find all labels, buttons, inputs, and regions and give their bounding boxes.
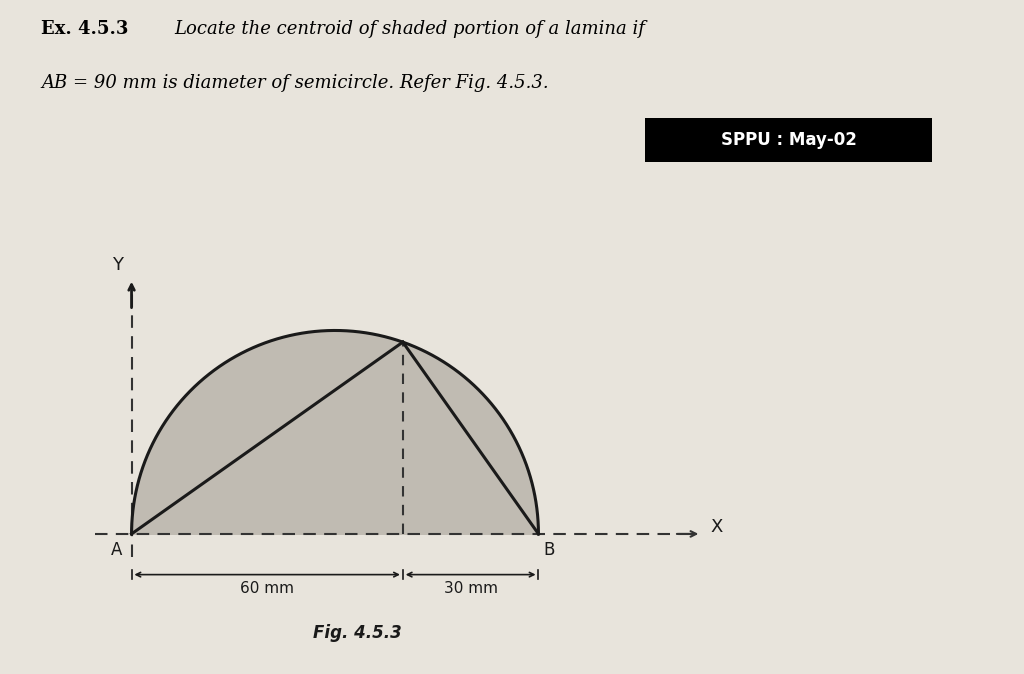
Text: Y: Y [113,256,124,274]
Text: AB = 90 mm is diameter of semicircle. Refer Fig. 4.5.3.: AB = 90 mm is diameter of semicircle. Re… [41,74,549,92]
Text: Ex. 4.5.3: Ex. 4.5.3 [41,20,128,38]
Text: SPPU : May-02: SPPU : May-02 [721,131,856,149]
Text: 60 mm: 60 mm [241,582,294,596]
Text: A: A [112,541,123,559]
Polygon shape [131,330,539,534]
Text: X: X [711,518,723,536]
Text: Locate the centroid of shaded portion of a lamina if: Locate the centroid of shaded portion of… [174,20,645,38]
Text: B: B [543,541,554,559]
Text: Fig. 4.5.3: Fig. 4.5.3 [313,624,402,642]
Text: 30 mm: 30 mm [443,582,498,596]
